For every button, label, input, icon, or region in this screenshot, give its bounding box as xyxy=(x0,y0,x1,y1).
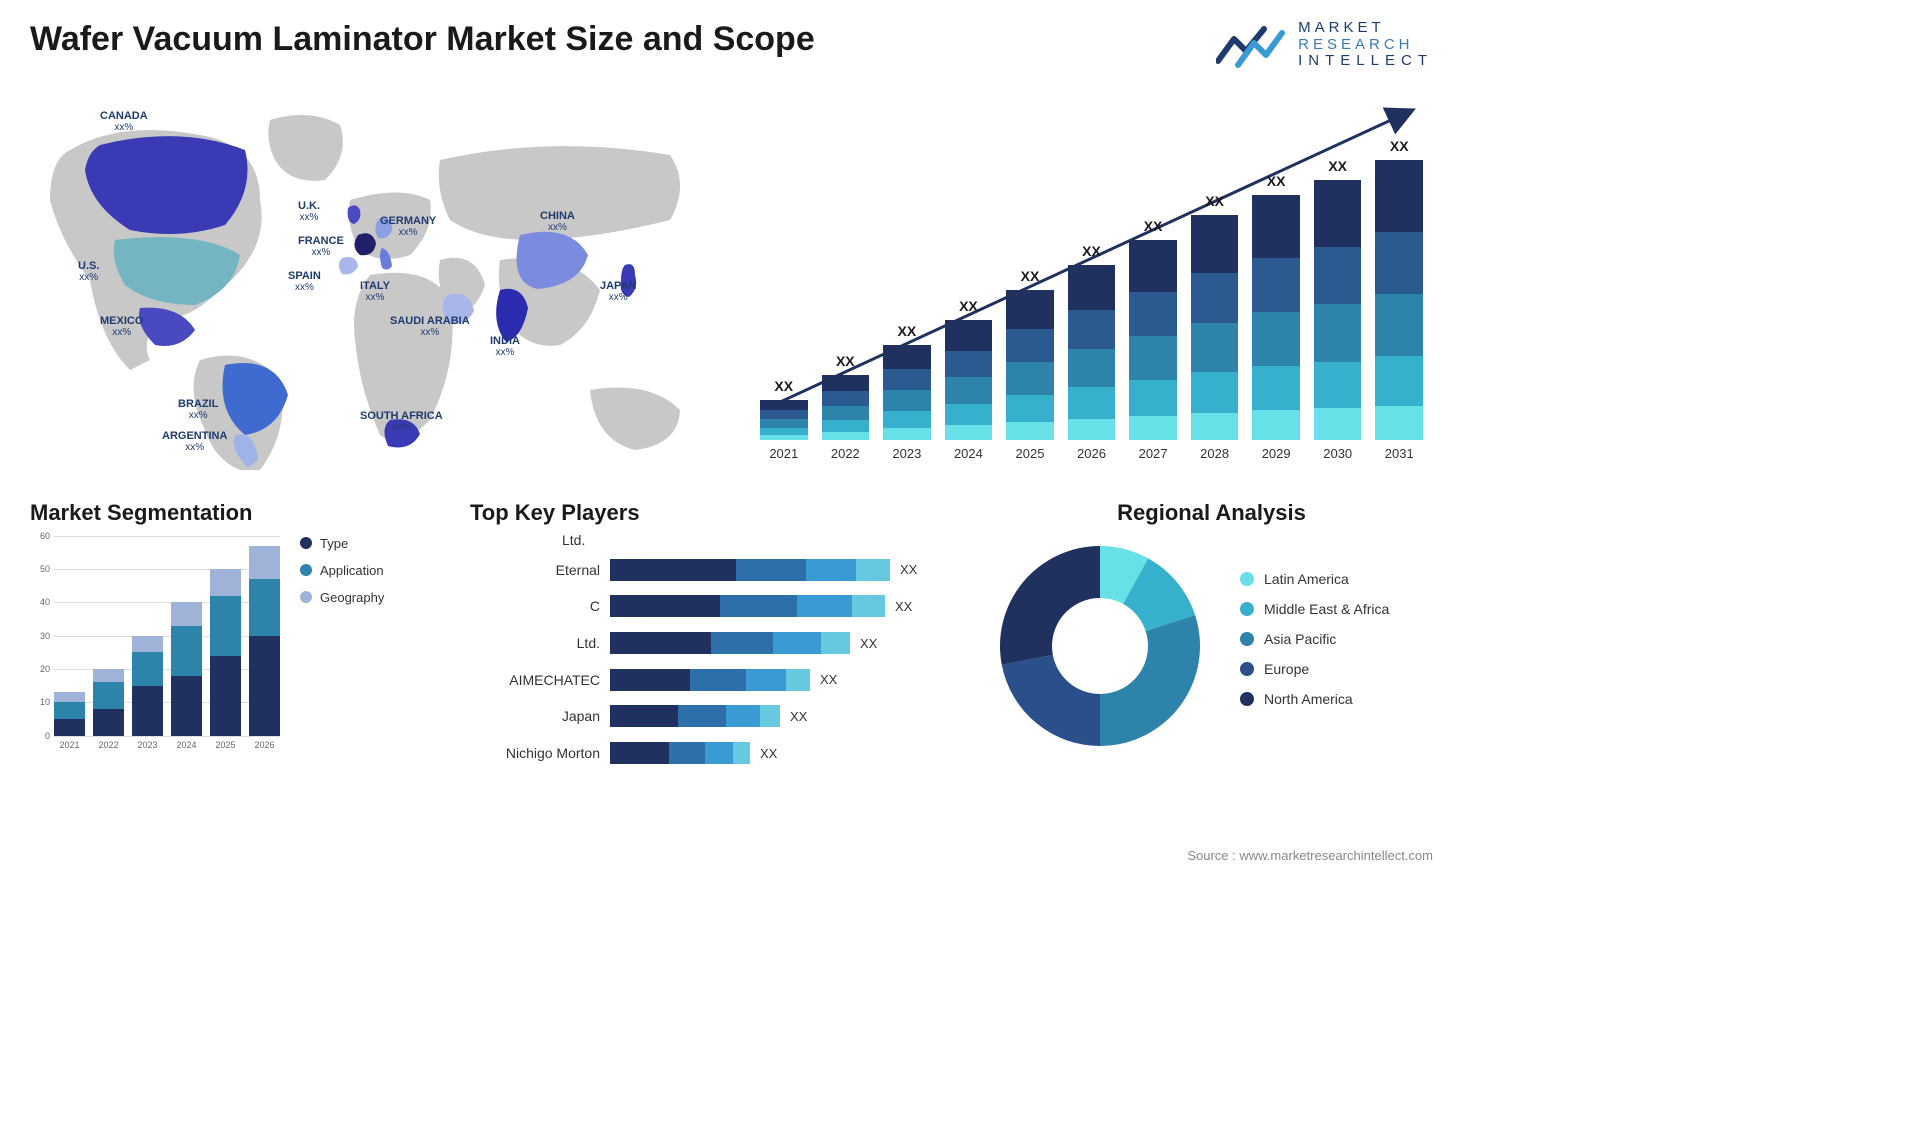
map-label-italy: ITALYxx% xyxy=(360,280,390,304)
logo-line2: RESEARCH xyxy=(1298,37,1433,54)
player-labels: Eternal C Ltd. AIMECHATEC Japan Nichigo Morto… xyxy=(470,552,600,772)
player-bar: XX xyxy=(610,669,970,691)
player-label: Nichigo Morton xyxy=(470,745,600,761)
player-bar: XX xyxy=(610,632,970,654)
map-label-mexico: MEXICOxx% xyxy=(100,315,143,339)
player-label: Eternal xyxy=(470,562,600,578)
player-label: Ltd. xyxy=(470,635,600,651)
seg-bar-2026: 2026 xyxy=(249,546,280,736)
player-bar: XX xyxy=(610,705,970,727)
logo-line1: MARKET xyxy=(1298,20,1433,37)
players-offset-label: Ltd. xyxy=(562,532,970,548)
bottom-row: Market Segmentation 0102030405060 202120… xyxy=(0,480,1463,772)
growth-bar-2028: XX2028 xyxy=(1191,215,1239,440)
logo-line3: INTELLECT xyxy=(1298,53,1433,70)
regional-title: Regional Analysis xyxy=(990,500,1433,526)
player-bar: XX xyxy=(610,742,970,764)
growth-bar-2024: XX2024 xyxy=(945,320,993,440)
segmentation-title: Market Segmentation xyxy=(30,500,450,526)
brand-logo: MARKET RESEARCH INTELLECT xyxy=(1216,20,1433,70)
growth-bar-2027: XX2027 xyxy=(1129,240,1177,440)
logo-text: MARKET RESEARCH INTELLECT xyxy=(1298,20,1433,70)
map-label-south-africa: SOUTH AFRICAxx% xyxy=(360,410,443,434)
growth-bar-2025: XX2025 xyxy=(1006,290,1054,440)
growth-chart: XX2021 XX2022 XX2023 XX2024 XX2025 XX2026 XX20… xyxy=(740,90,1433,470)
region-legend-item: North America xyxy=(1240,691,1389,707)
seg-bar-2023: 2023 xyxy=(132,636,163,736)
region-legend-item: Europe xyxy=(1240,661,1389,677)
seg-bar-2025: 2025 xyxy=(210,569,241,736)
player-label: Japan xyxy=(470,708,600,724)
map-label-germany: GERMANYxx% xyxy=(380,215,436,239)
world-map: CANADAxx% U.S.xx% MEXICOxx% BRAZILxx% ARGENT… xyxy=(30,90,710,470)
map-label-china: CHINAxx% xyxy=(540,210,575,234)
source-attribution: Source : www.marketresearchintellect.com xyxy=(1187,848,1433,863)
map-label-saudi-arabia: SAUDI ARABIAxx% xyxy=(390,315,470,339)
player-bars: XX XX XX XX XX XX xyxy=(610,552,970,772)
map-label-argentina: ARGENTINAxx% xyxy=(162,430,227,454)
seg-bar-2024: 2024 xyxy=(171,602,202,735)
growth-bar-2026: XX2026 xyxy=(1068,265,1116,440)
logo-mark-icon xyxy=(1216,21,1286,69)
seg-legend-application: Application xyxy=(300,563,384,578)
seg-legend-type: Type xyxy=(300,536,384,551)
player-bar: XX xyxy=(610,595,970,617)
map-label-india: INDIAxx% xyxy=(490,335,520,359)
growth-bar-2023: XX2023 xyxy=(883,345,931,440)
regional-donut xyxy=(990,536,1210,756)
map-label-canada: CANADAxx% xyxy=(100,110,148,134)
region-legend-item: Middle East & Africa xyxy=(1240,601,1389,617)
players-panel: Top Key Players Ltd. Eternal C Ltd. AIMECHA… xyxy=(470,500,970,772)
growth-bar-2021: XX2021 xyxy=(760,400,808,440)
segmentation-panel: Market Segmentation 0102030405060 202120… xyxy=(30,500,450,772)
header: Wafer Vacuum Laminator Market Size and S… xyxy=(0,0,1463,80)
growth-bar-2031: XX2031 xyxy=(1375,160,1423,440)
region-legend-item: Latin America xyxy=(1240,571,1389,587)
donut-slice-north-america xyxy=(1000,546,1100,665)
seg-bar-2022: 2022 xyxy=(93,669,124,736)
map-label-france: FRANCExx% xyxy=(298,235,344,259)
map-label-u-s-: U.S.xx% xyxy=(78,260,99,284)
regional-panel: Regional Analysis Latin America Middle Ea… xyxy=(990,500,1433,772)
segmentation-legend: Type Application Geography xyxy=(300,536,384,617)
growth-bar-2022: XX2022 xyxy=(822,375,870,440)
map-label-spain: SPAINxx% xyxy=(288,270,321,294)
top-row: CANADAxx% U.S.xx% MEXICOxx% BRAZILxx% ARGENT… xyxy=(0,90,1463,470)
donut-slice-asia-pacific xyxy=(1100,615,1200,746)
map-label-u-k-: U.K.xx% xyxy=(298,200,320,224)
segmentation-chart: 0102030405060 202120222023202420252026 xyxy=(30,536,280,756)
page-title: Wafer Vacuum Laminator Market Size and S… xyxy=(30,20,815,59)
regional-legend: Latin America Middle East & Africa Asia Pa… xyxy=(1240,571,1389,721)
player-bar: XX xyxy=(610,559,970,581)
map-label-brazil: BRAZILxx% xyxy=(178,398,218,422)
players-title: Top Key Players xyxy=(470,500,970,526)
seg-legend-geography: Geography xyxy=(300,590,384,605)
donut-slice-europe xyxy=(1002,654,1100,745)
player-label: AIMECHATEC xyxy=(470,672,600,688)
seg-bar-2021: 2021 xyxy=(54,692,85,735)
region-legend-item: Asia Pacific xyxy=(1240,631,1389,647)
player-label: C xyxy=(470,598,600,614)
growth-bar-2029: XX2029 xyxy=(1252,195,1300,440)
map-label-japan: JAPANxx% xyxy=(600,280,636,304)
growth-bar-2030: XX2030 xyxy=(1314,180,1362,440)
